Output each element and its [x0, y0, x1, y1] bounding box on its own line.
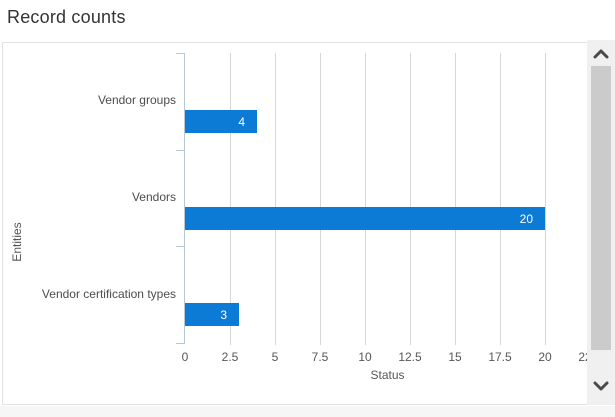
y-axis-title: Entities	[10, 222, 24, 262]
scroll-down-button[interactable]	[587, 374, 615, 398]
x-tick-label: 7.5	[311, 350, 329, 364]
page-background-strip	[0, 406, 615, 417]
bar-vendor-certification-types[interactable]: 3	[185, 303, 239, 326]
bar-value-label: 20	[519, 211, 533, 226]
x-tick-label: 2.5	[221, 350, 239, 364]
bar-vendors[interactable]: 20	[185, 207, 545, 230]
bar-value-label: 3	[220, 307, 227, 322]
gridline	[455, 53, 456, 345]
category-tick	[176, 53, 184, 54]
x-tick-label: 15	[448, 350, 462, 364]
y-axis-line	[184, 53, 185, 344]
x-tick-label: 17.5	[488, 350, 512, 364]
category-tick	[176, 150, 184, 151]
category-tick	[176, 246, 184, 247]
category-label: Vendor groups	[97, 93, 176, 107]
x-axis-title: Status	[370, 368, 405, 382]
chevron-up-icon	[593, 49, 609, 59]
gridline	[230, 53, 231, 345]
vertical-scrollbar[interactable]	[587, 40, 615, 405]
gridline	[275, 53, 276, 345]
x-tick-label: 12.5	[398, 350, 422, 364]
x-tick-label: 10	[358, 350, 372, 364]
scroll-up-button[interactable]	[587, 42, 615, 66]
gridline	[500, 53, 501, 345]
x-tick-label: 5	[271, 350, 279, 364]
gridline	[545, 53, 546, 345]
category-label: Vendor certification types	[41, 287, 176, 301]
bar-value-label: 4	[238, 114, 245, 129]
gridline	[365, 53, 366, 345]
x-tick-label: 0	[181, 350, 189, 364]
category-label: Vendors	[131, 190, 176, 204]
gridline	[320, 53, 321, 345]
bar-vendor-groups[interactable]: 4	[185, 110, 257, 133]
page-title: Record counts	[7, 7, 126, 27]
category-tick	[176, 343, 184, 344]
gridline	[410, 53, 411, 345]
scrollbar-thumb[interactable]	[591, 66, 611, 350]
x-tick-label: 20	[538, 350, 552, 364]
chevron-down-icon	[593, 381, 609, 391]
